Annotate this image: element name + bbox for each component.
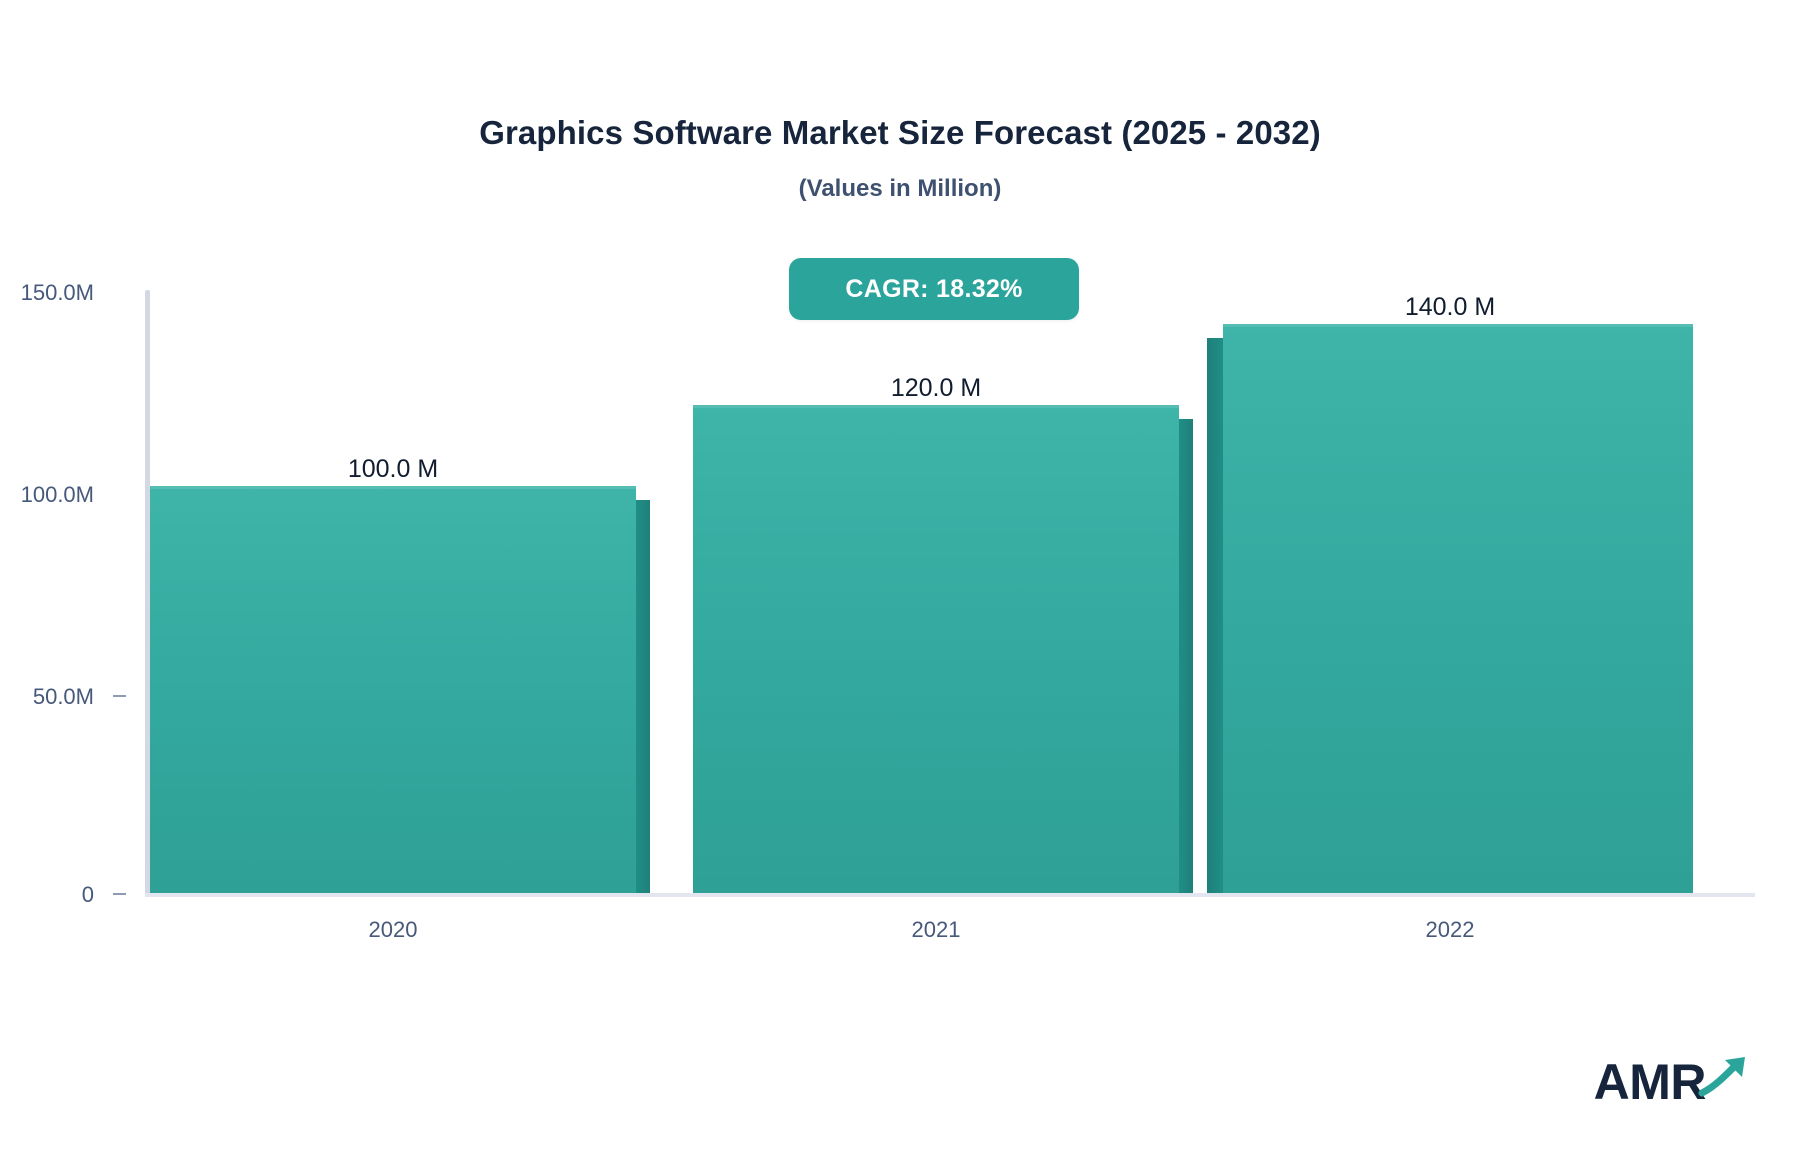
bar-2020[interactable]	[150, 486, 636, 893]
bar-2020-side-shadow	[636, 500, 650, 893]
bar-2022-left-shadow	[1207, 338, 1223, 893]
y-tick-label-100: 100.0M	[20, 482, 94, 507]
chart-title: Graphics Software Market Size Forecast (…	[479, 114, 1321, 151]
bar-2021-bevel	[693, 405, 1179, 408]
cagr-badge: CAGR: 18.32%	[789, 258, 1079, 320]
y-tick-dash-0	[113, 893, 126, 895]
y-tick-label-0: 0	[81, 882, 94, 907]
bar-value-2020: 100.0 M	[347, 455, 439, 483]
x-axis-line	[145, 893, 1755, 897]
y-tick-label-150: 150.0M	[20, 280, 94, 305]
x-tick-label-2022: 2022	[1425, 917, 1475, 942]
bar-2021-side-shadow	[1179, 419, 1193, 893]
y-axis-line	[145, 290, 150, 896]
bar-group-2021	[693, 405, 1193, 893]
amr-logo: AMR	[1594, 1046, 1752, 1108]
bar-2020-bevel	[150, 486, 636, 489]
chart-subtitle: (Values in Million)	[798, 175, 1002, 202]
x-tick-label-2020: 2020	[368, 917, 418, 942]
bar-value-2022: 140.0 M	[1404, 293, 1496, 321]
bar-group-2020	[150, 486, 650, 893]
bar-group-2022	[1207, 324, 1707, 893]
y-tick-label-50: 50.0M	[32, 684, 94, 709]
x-tick-label-2021: 2021	[911, 917, 961, 942]
arrow-up-right-icon	[1698, 1053, 1752, 1102]
y-tick-dash-50	[113, 695, 126, 697]
bar-2022-bevel	[1223, 324, 1693, 327]
cagr-badge-label: CAGR: 18.32%	[845, 274, 1023, 303]
bar-2021[interactable]	[693, 405, 1179, 893]
amr-logo-text: AMR	[1593, 1054, 1707, 1110]
bar-2022[interactable]	[1223, 324, 1693, 893]
bar-value-2021: 120.0 M	[890, 374, 982, 402]
